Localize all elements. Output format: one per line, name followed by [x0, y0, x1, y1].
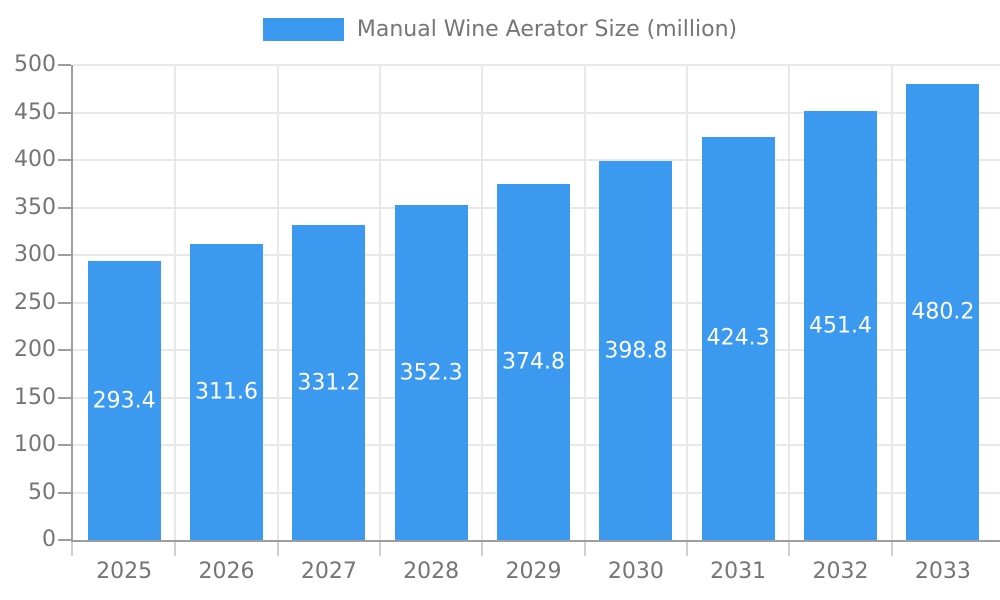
y-axis-tick: [58, 539, 71, 541]
gridline-vertical: [276, 65, 279, 540]
y-tick-label: 100: [14, 432, 56, 457]
bar: [292, 225, 366, 540]
bar-value-label: 480.2: [911, 299, 975, 325]
bar-value-label: 374.8: [502, 349, 565, 375]
bar: [497, 183, 570, 540]
y-axis-tick: [58, 396, 71, 399]
bar-value-label: 311.6: [195, 379, 258, 405]
x-axis-tick: [686, 540, 688, 556]
y-axis-tick: [58, 206, 71, 209]
legend-swatch: [262, 18, 344, 41]
gridline-horizontal: [73, 64, 1000, 66]
gridline-vertical: [481, 65, 484, 540]
x-tick-label: 2026: [198, 559, 255, 584]
x-axis-tick: [890, 540, 893, 556]
bar: [190, 243, 263, 540]
y-tick-label: 500: [14, 52, 56, 77]
x-axis-line: [71, 540, 1000, 542]
y-axis-tick: [58, 349, 71, 351]
y-axis-tick: [58, 301, 71, 304]
x-axis-tick: [276, 540, 279, 556]
y-axis-tick: [58, 64, 71, 66]
x-axis-tick: [583, 540, 586, 556]
legend[interactable]: Manual Wine Aerator Size (million): [0, 17, 1000, 42]
x-tick-label: 2025: [96, 559, 153, 584]
y-axis-tick: [58, 254, 71, 256]
y-tick-label: 150: [14, 384, 56, 410]
x-axis-tick: [481, 540, 484, 556]
y-axis-tick: [58, 111, 71, 114]
gridline-horizontal: [73, 159, 1000, 161]
y-tick-label: 0: [42, 527, 56, 552]
x-axis-tick: [788, 540, 791, 556]
y-tick-label: 250: [14, 289, 56, 315]
x-tick-label: 2030: [607, 559, 664, 584]
bar-value-label: 424.3: [706, 325, 770, 351]
y-tick-label: 350: [14, 194, 56, 220]
x-tick-label: 2029: [505, 559, 562, 584]
bar-value-label: 398.8: [604, 338, 668, 364]
x-tick-label: 2028: [403, 559, 460, 584]
bar: [599, 161, 673, 540]
y-tick-label: 400: [14, 147, 56, 172]
gridline-vertical: [890, 65, 893, 540]
bar: [394, 205, 468, 540]
y-axis-line: [71, 65, 73, 540]
gridline-vertical: [788, 65, 791, 540]
gridline-vertical: [583, 65, 586, 540]
x-tick-label: 2031: [710, 559, 767, 584]
x-tick-label: 2027: [300, 559, 357, 584]
gridline-vertical: [686, 65, 688, 540]
y-tick-label: 200: [14, 337, 56, 362]
bar-value-label: 293.4: [92, 388, 156, 414]
x-axis-tick: [379, 540, 381, 556]
y-axis-tick: [58, 491, 71, 494]
x-axis-tick: [71, 540, 73, 556]
x-axis-tick: [174, 540, 177, 556]
x-tick-label: 2032: [812, 559, 869, 584]
bar: [906, 83, 980, 540]
bar: [804, 111, 877, 540]
gridline-vertical: [174, 65, 177, 540]
bar-value-label: 331.2: [297, 370, 361, 396]
bar-value-label: 451.4: [809, 313, 872, 339]
y-axis-tick: [58, 444, 71, 446]
y-axis-tick: [58, 159, 71, 161]
gridline-horizontal: [73, 111, 1000, 114]
y-tick-label: 300: [14, 242, 56, 267]
x-tick-label: 2033: [914, 559, 971, 584]
legend-label: Manual Wine Aerator Size (million): [356, 17, 738, 42]
bar: [87, 261, 161, 540]
bar: [701, 136, 775, 540]
y-tick-label: 50: [28, 479, 56, 505]
bar-value-label: 352.3: [399, 360, 463, 386]
gridline-vertical: [379, 65, 381, 540]
y-tick-label: 450: [14, 99, 56, 125]
